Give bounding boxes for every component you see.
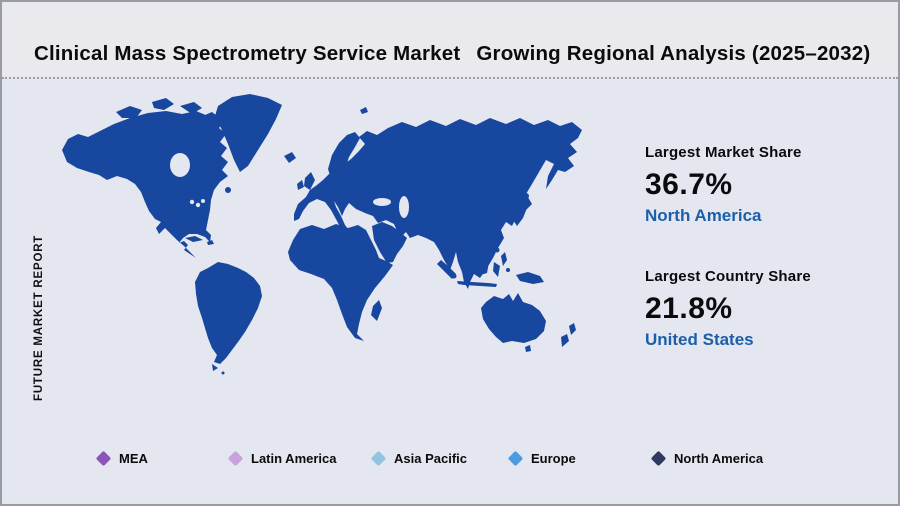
legend-item-latin-america: Latin America xyxy=(227,447,337,469)
legend-label: Latin America xyxy=(251,450,337,466)
latin-america-diamond-icon xyxy=(227,450,244,466)
legend-item-mea: MEA xyxy=(95,447,148,469)
legend-item-europe: Europe xyxy=(507,447,576,469)
legend-item-north-america: North America xyxy=(650,447,764,469)
stats-panel: Largest Market Share 36.7% North America… xyxy=(645,144,890,350)
stat-label: Largest Country Share xyxy=(645,268,811,285)
map-legend: MEA Latin America Asia Pacific Europe No… xyxy=(2,447,898,471)
stat-value: 36.7% xyxy=(645,168,733,201)
asia-pacific-diamond-icon xyxy=(370,450,387,466)
page-title-left: Clinical Mass Spectrometry Service Marke… xyxy=(34,42,461,65)
stat-region: North America xyxy=(645,206,762,225)
legend-label: Asia Pacific xyxy=(394,450,467,466)
legend-label: North America xyxy=(674,450,764,466)
stat-largest-country-share: Largest Country Share 21.8% United State… xyxy=(645,268,890,350)
legend-label: Europe xyxy=(531,450,576,466)
stat-region: United States xyxy=(645,330,754,349)
legend-item-asia-pacific: Asia Pacific xyxy=(370,447,467,469)
legend-label: MEA xyxy=(119,450,148,466)
europe-diamond-icon xyxy=(507,450,524,466)
landmasses xyxy=(62,94,582,375)
north-america-diamond-icon xyxy=(650,450,667,466)
page-title-right: Growing Regional Analysis (2025–2032) xyxy=(476,42,871,65)
stat-label: Largest Market Share xyxy=(645,144,802,161)
world-map xyxy=(60,92,608,424)
inland-seas xyxy=(170,153,409,218)
page-title: Clinical Mass Spectrometry Service Marke… xyxy=(34,42,870,66)
brand-vertical-label: FUTURE MARKET REPORT xyxy=(33,234,45,402)
title-band: Clinical Mass Spectrometry Service Marke… xyxy=(2,2,898,79)
stat-value: 21.8% xyxy=(645,292,733,325)
stat-largest-market-share: Largest Market Share 36.7% North America xyxy=(645,144,890,226)
world-map-svg xyxy=(62,94,582,375)
mea-diamond-icon xyxy=(95,450,112,466)
